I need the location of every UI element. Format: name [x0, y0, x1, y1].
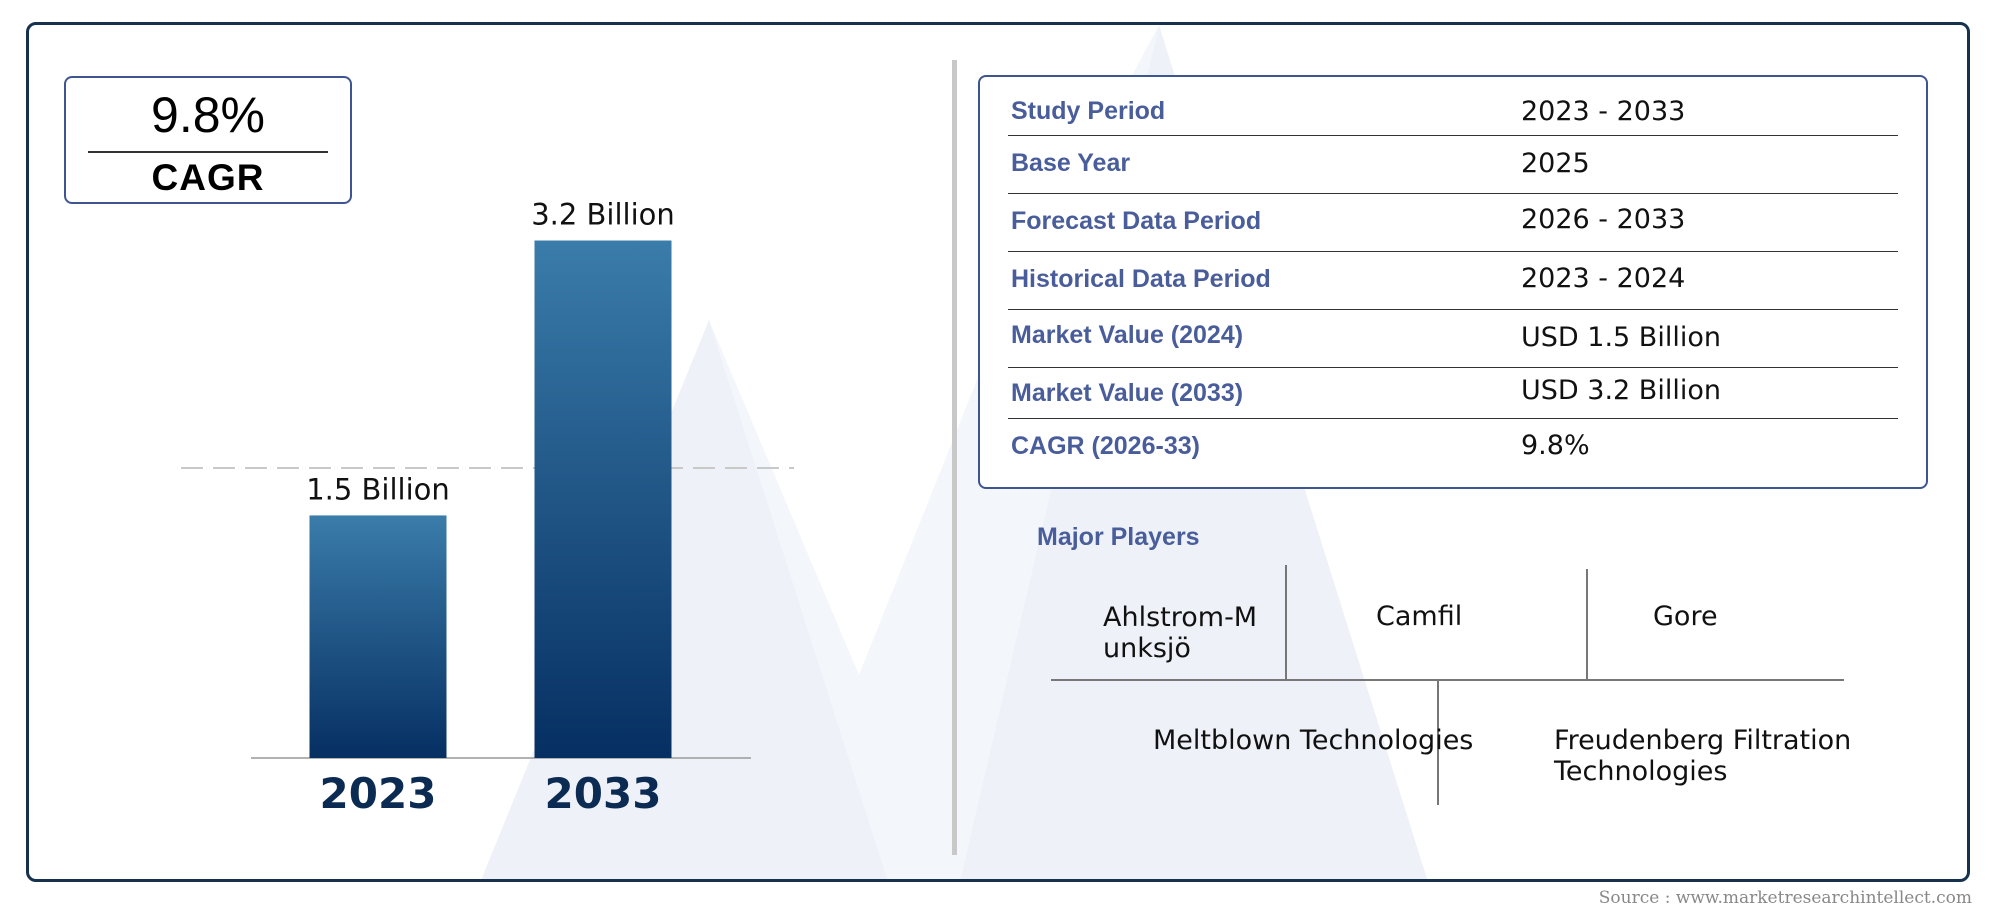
player-ahlstrom-munksjo: Ahlstrom-Munksjö — [1103, 602, 1258, 664]
cagr-badge: 9.8% CAGR — [64, 76, 352, 204]
info-value: 9.8% — [1521, 430, 1590, 461]
info-value: USD 1.5 Billion — [1521, 322, 1721, 353]
info-row-study-period: Study Period 2023 - 2033 — [1008, 85, 1898, 136]
info-value: 2023 - 2033 — [1521, 96, 1686, 127]
info-row-market-value-2033: Market Value (2033) USD 3.2 Billion — [1008, 367, 1898, 419]
info-row-base-year: Base Year 2025 — [1008, 135, 1898, 194]
info-key: CAGR (2026-33) — [1011, 432, 1200, 460]
player-gore: Gore — [1653, 601, 1718, 632]
player-freudenberg-filtration: Freudenberg Filtration Technologies — [1554, 725, 1852, 787]
infographic-frame: 9.8% CAGR 1.5 Billion 2023 3.2 Billion 2033… — [26, 22, 1970, 882]
cagr-value: 9.8% — [151, 87, 265, 143]
bar-chart: 1.5 Billion 2023 3.2 Billion 2033 — [181, 198, 794, 818]
info-key: Market Value (2033) — [1011, 379, 1244, 407]
info-key: Market Value (2024) — [1011, 321, 1244, 349]
players-divider — [1586, 569, 1588, 679]
info-row-market-value-2024: Market Value (2024) USD 1.5 Billion — [1008, 309, 1898, 368]
player-meltblown-technologies: Meltblown Technologies — [1153, 725, 1474, 756]
info-row-historical-period: Historical Data Period 2023 - 2024 — [1008, 251, 1898, 310]
info-value: USD 3.2 Billion — [1521, 375, 1721, 406]
major-players-title: Major Players — [1037, 523, 1200, 551]
info-value: 2025 — [1521, 148, 1590, 179]
players-divider — [1285, 565, 1287, 679]
bar-category-label: 2033 — [545, 769, 662, 818]
cagr-rule — [88, 151, 328, 153]
info-key: Forecast Data Period — [1011, 207, 1262, 235]
info-value: 2023 - 2024 — [1521, 263, 1686, 294]
source-credit: Source : www.marketresearchintellect.com — [1598, 888, 1972, 908]
market-info-table: Study Period 2023 - 2033 Base Year 2025 … — [978, 75, 1928, 489]
info-row-cagr: CAGR (2026-33) 9.8% — [1008, 418, 1898, 478]
bar-value-label: 1.5 Billion — [306, 472, 450, 506]
players-horizontal-rule — [1051, 679, 1844, 681]
cagr-label: CAGR — [151, 157, 265, 198]
bar-category-label: 2023 — [320, 769, 437, 818]
player-camfil: Camfil — [1376, 601, 1463, 632]
info-key: Base Year — [1011, 149, 1131, 177]
bar-2033 — [534, 240, 672, 758]
info-row-forecast-period: Forecast Data Period 2026 - 2033 — [1008, 193, 1898, 252]
bar-2023 — [309, 515, 447, 758]
info-key: Study Period — [1011, 97, 1166, 125]
info-value: 2026 - 2033 — [1521, 204, 1686, 235]
bar-value-label: 3.2 Billion — [531, 198, 675, 232]
section-divider — [952, 60, 957, 855]
info-key: Historical Data Period — [1011, 265, 1271, 293]
players-divider — [1437, 679, 1439, 805]
